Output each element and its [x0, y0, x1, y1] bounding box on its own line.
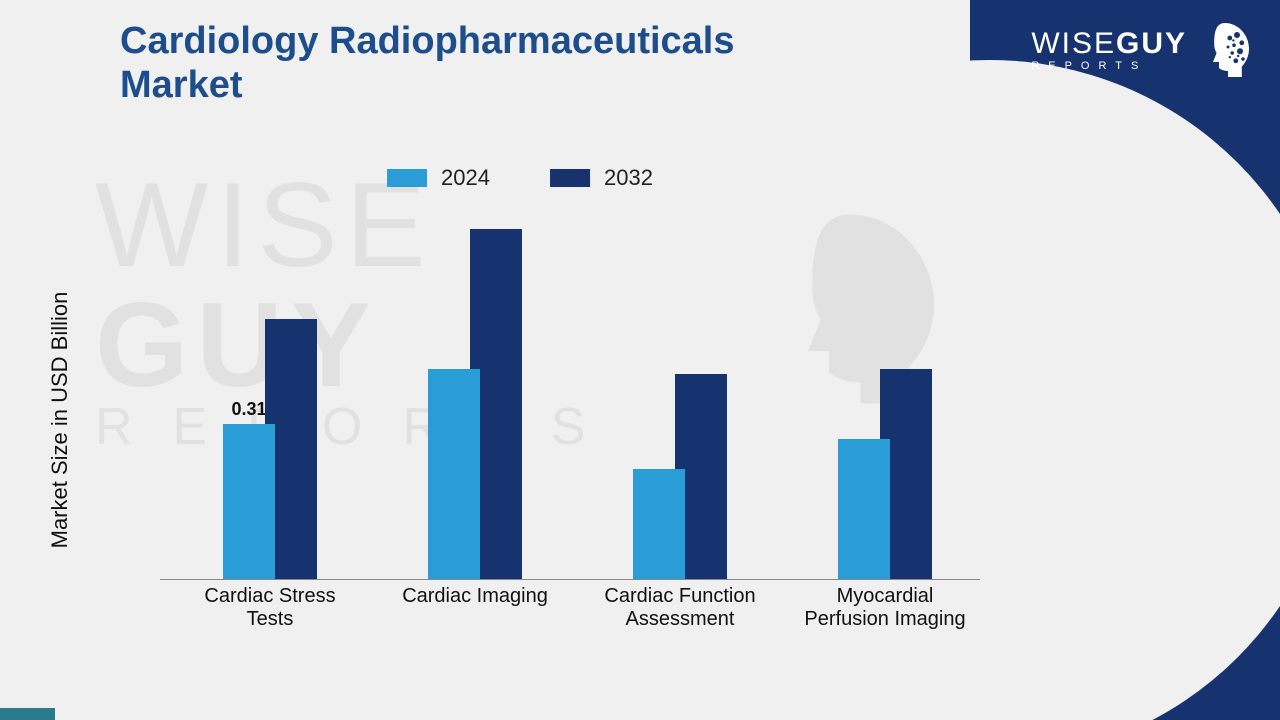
bar-group: Myocardial Perfusion Imaging [815, 204, 955, 579]
bar-group: 0.31Cardiac Stress Tests [200, 204, 340, 579]
bar-2024 [838, 439, 890, 579]
brand-logo-line2: REPORTS [1031, 61, 1147, 72]
brand-logo-word1: WISE [1031, 27, 1116, 60]
brand-logo-word2: GUY [1116, 27, 1187, 60]
plot-area: 0.31Cardiac Stress Tests Cardiac Imaging C… [160, 205, 980, 580]
bar-value-label: 0.31 [231, 399, 266, 420]
brand-logo-head-icon [1195, 20, 1255, 80]
legend: 2024 2032 [387, 165, 653, 191]
legend-label-2024: 2024 [441, 165, 490, 191]
legend-swatch-2024 [387, 169, 427, 187]
category-label: Myocardial Perfusion Imaging [795, 579, 975, 631]
bar-group: Cardiac Imaging [405, 204, 545, 579]
brand-logo-line1: WISEGUY [1031, 29, 1187, 59]
brand-logo: WISEGUY REPORTS [1031, 20, 1255, 80]
legend-label-2032: 2032 [604, 165, 653, 191]
bar-group: Cardiac Function Assessment [610, 204, 750, 579]
legend-item-2032: 2032 [550, 165, 653, 191]
canvas: WISEGUY REPORTS Cardiology Radiopharmace… [0, 0, 1280, 720]
bar-2024 [428, 369, 480, 579]
legend-swatch-2032 [550, 169, 590, 187]
chart-title: Cardiology Radiopharmaceuticals Market [120, 20, 840, 107]
bar-pair [610, 204, 750, 579]
bar-2024 [633, 469, 685, 579]
brand-logo-text: WISEGUY REPORTS [1031, 29, 1187, 72]
bar-pair [815, 204, 955, 579]
category-label: Cardiac Stress Tests [180, 579, 360, 631]
bar-2024 [223, 424, 275, 579]
chart-area: Market Size in USD Billion 2024 2032 0.3… [60, 160, 980, 680]
bar-pair [405, 204, 545, 579]
bottom-accent-bar [0, 708, 55, 720]
legend-item-2024: 2024 [387, 165, 490, 191]
category-label: Cardiac Function Assessment [590, 579, 770, 631]
y-axis-label: Market Size in USD Billion [47, 292, 73, 549]
category-label: Cardiac Imaging [385, 579, 565, 608]
bar-pair [200, 204, 340, 579]
